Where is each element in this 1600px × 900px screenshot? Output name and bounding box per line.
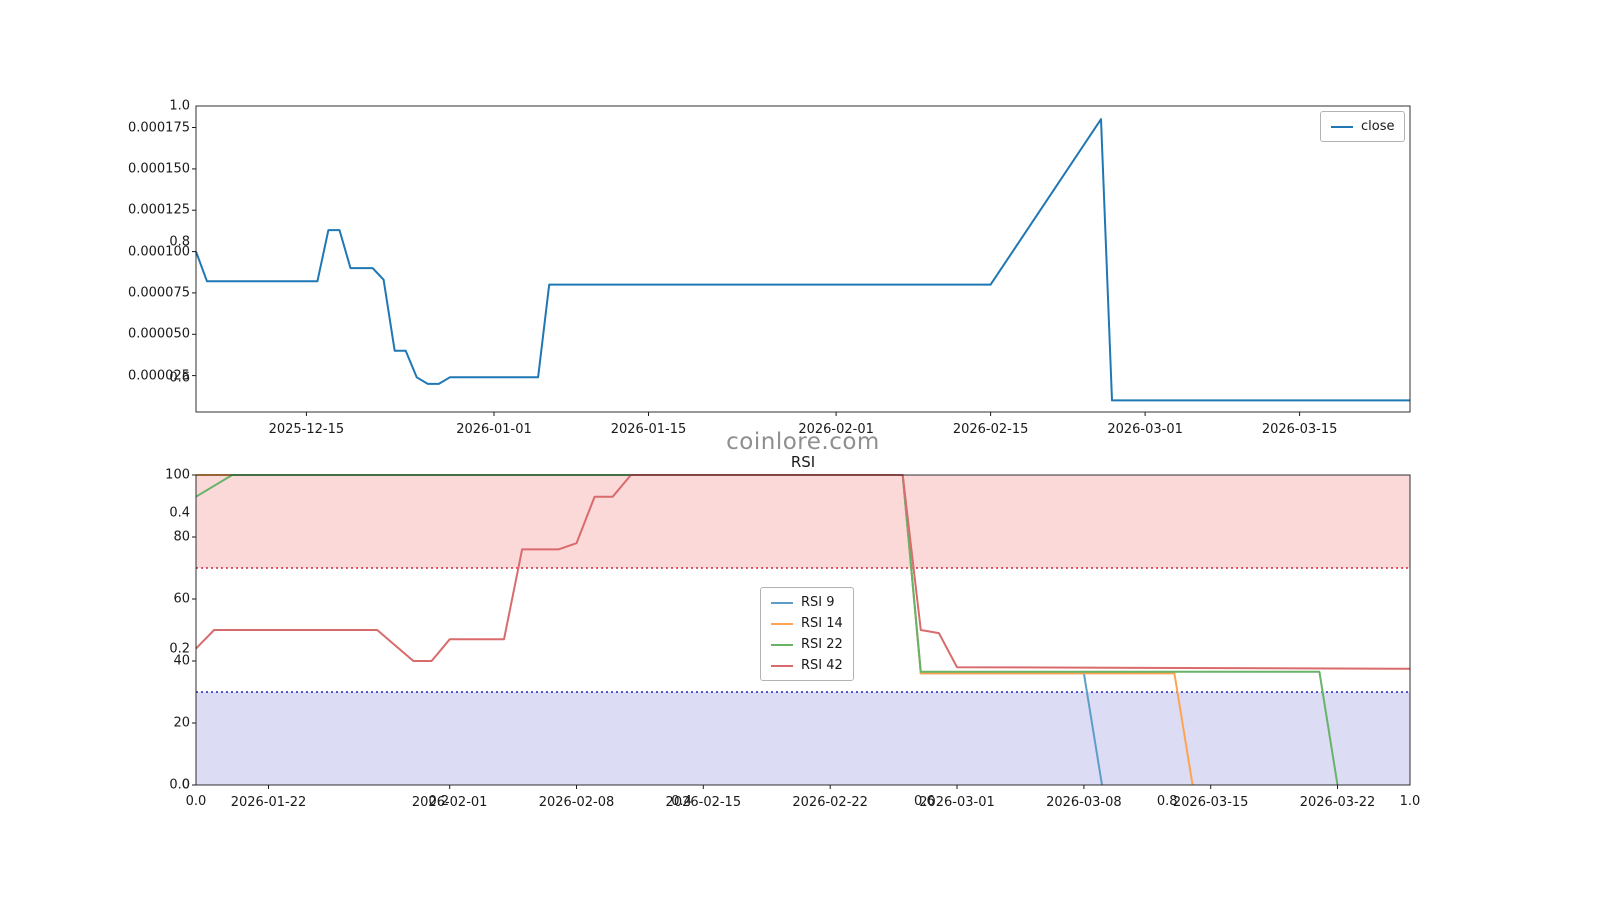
y-tick-label: 0.000050	[127, 326, 190, 342]
y-tick-label: 0	[181, 777, 190, 793]
x-tick-label: 2026-02-15	[665, 795, 742, 810]
x-tick-label: 2026-03-01	[919, 795, 995, 810]
legend-line-swatch	[771, 643, 793, 646]
x-tick-label: 2026-03-15	[1172, 795, 1249, 810]
x-tick-label: 2026-02-01	[411, 795, 488, 810]
x-tick-label: 2026-02-08	[538, 795, 615, 810]
y-tick-label: 0.000150	[127, 161, 190, 177]
ghost-y-label: 1.0	[169, 98, 190, 114]
x-tick-label: 2026-01-22	[230, 795, 307, 810]
rsi-legend: RSI 9 RSI 14 RSI 22 RSI 42	[760, 587, 854, 681]
legend-item: RSI 22	[771, 634, 843, 655]
ghost-x-label: 0.8	[1156, 794, 1178, 809]
ghost-y-label: 0.4	[169, 505, 190, 521]
y-tick-label: 0.000075	[127, 285, 190, 301]
y-tick-label: 80	[173, 529, 190, 545]
rsi-chart-title: RSI	[790, 453, 816, 471]
y-tick-label: 40	[173, 653, 190, 669]
legend-item: RSI 14	[771, 613, 843, 634]
legend-label: RSI 14	[801, 616, 843, 631]
y-tick-label: 60	[173, 591, 190, 607]
y-tick-label: 0.000125	[127, 202, 190, 218]
y-tick-label: 20	[173, 715, 190, 731]
legend-label: RSI 9	[801, 595, 835, 610]
ghost-x-label: 0.4	[671, 794, 692, 809]
legend-label: RSI 22	[801, 637, 843, 652]
y-tick-label: 0.000025	[127, 368, 190, 384]
legend-label: RSI 42	[801, 658, 843, 673]
legend-item: RSI 42	[771, 655, 843, 676]
price-legend: close	[1320, 111, 1406, 142]
y-tick-label: 100	[165, 467, 190, 483]
legend-line-swatch	[771, 664, 793, 667]
x-tick-label: 2026-02-22	[792, 795, 868, 810]
ghost-x-label: 0.2	[428, 794, 450, 809]
watermark: coinlore.com	[726, 429, 880, 455]
ghost-x-label: 0.0	[185, 794, 207, 809]
legend-item: close	[1331, 116, 1394, 137]
x-tick-label: 2026-03-22	[1299, 795, 1376, 810]
y-tick-label: 0.000175	[127, 120, 190, 135]
legend-item: RSI 9	[771, 592, 843, 613]
y-tick-label: 0.000100	[127, 244, 190, 260]
ghost-y-label: 0.0	[169, 777, 190, 793]
ghost-y-label: 0.6	[169, 370, 190, 386]
ghost-x-label: 0.6	[914, 794, 935, 809]
legend-line-swatch	[771, 622, 793, 625]
ghost-y-label: 0.8	[169, 234, 190, 250]
x-tick-label: 2026-03-08	[1046, 795, 1122, 810]
price-chart-plot	[192, 105, 1411, 416]
ghost-x-label: 1.0	[1399, 794, 1421, 809]
ghost-y-label: 0.2	[169, 641, 190, 657]
legend-line-swatch	[1331, 125, 1353, 128]
rsi-chart-plot	[192, 474, 1411, 789]
legend-label: close	[1361, 119, 1395, 134]
legend-line-swatch	[771, 601, 793, 604]
